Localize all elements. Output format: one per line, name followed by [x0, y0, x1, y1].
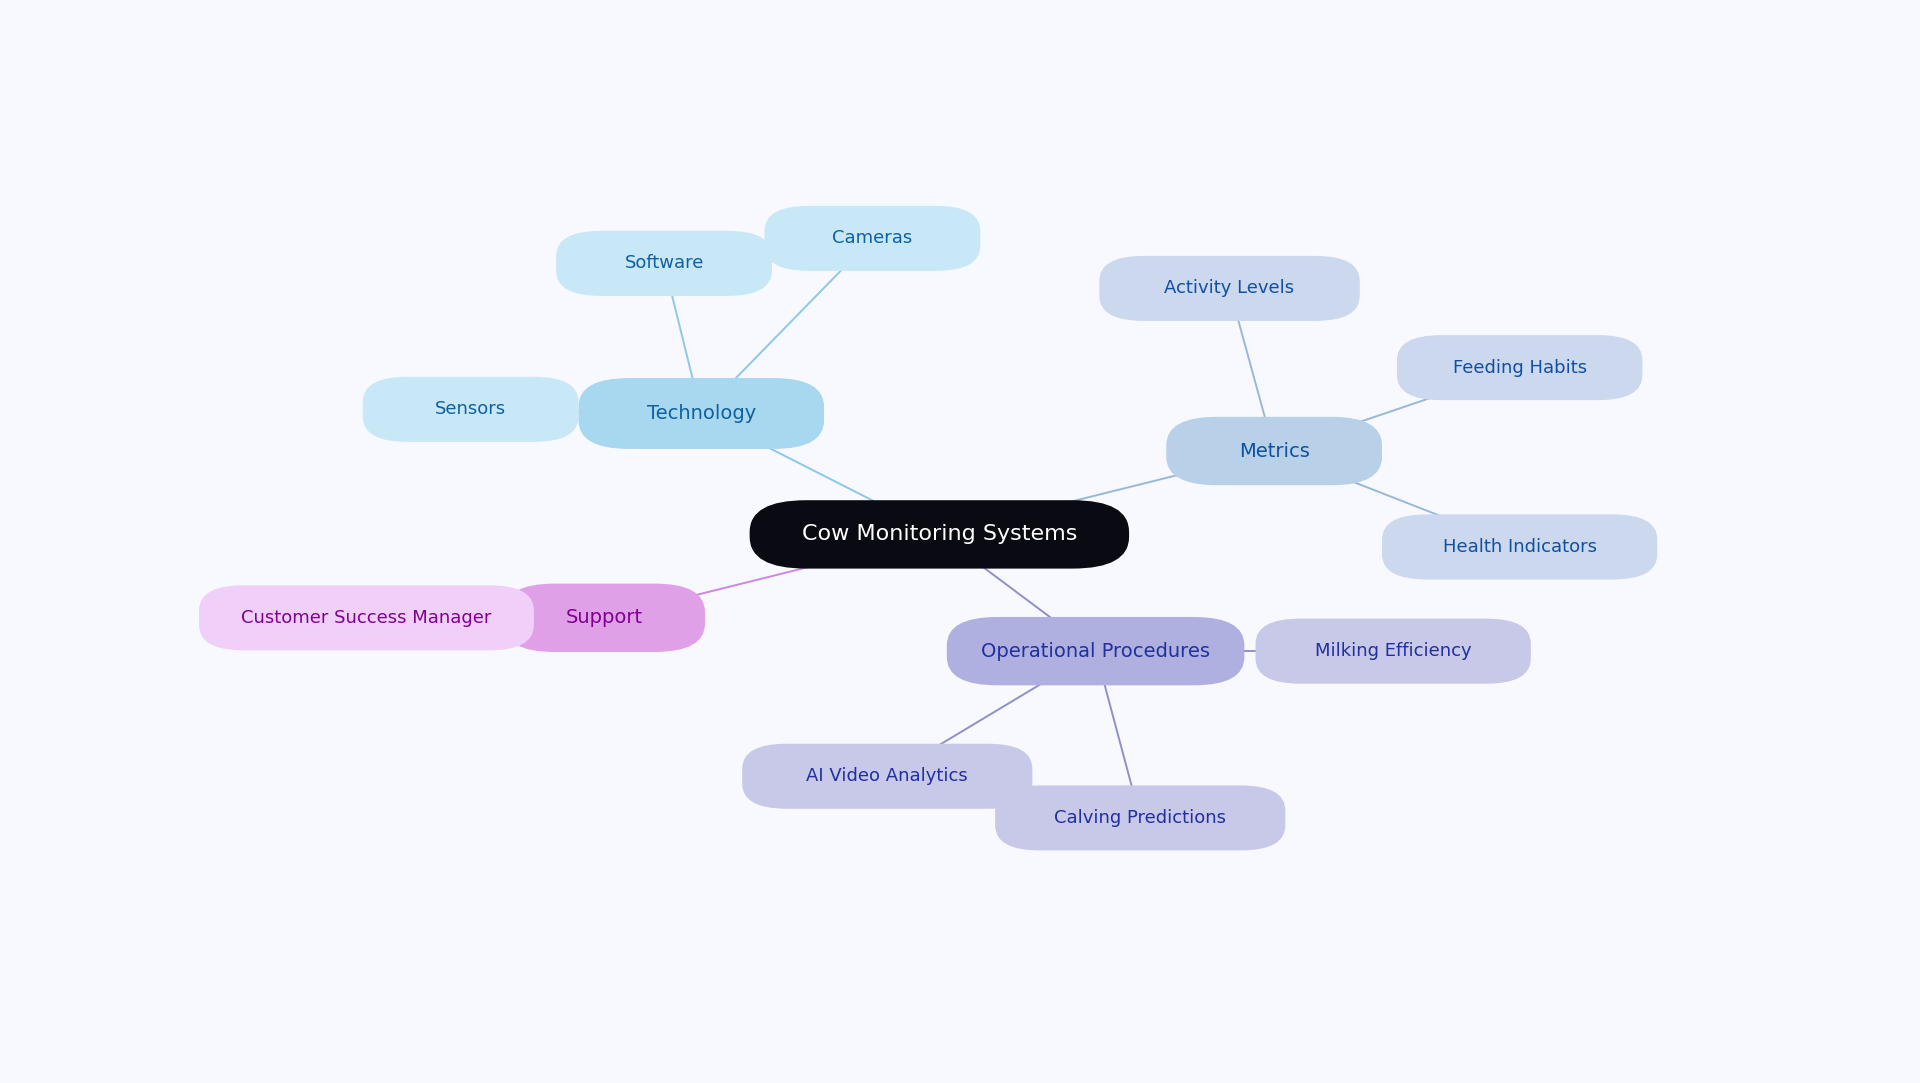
FancyBboxPatch shape [1398, 335, 1642, 400]
FancyBboxPatch shape [200, 585, 534, 650]
FancyBboxPatch shape [1382, 514, 1657, 579]
FancyBboxPatch shape [749, 500, 1129, 569]
Text: Technology: Technology [647, 404, 756, 423]
FancyBboxPatch shape [1100, 256, 1359, 321]
Text: AI Video Analytics: AI Video Analytics [806, 767, 968, 785]
Text: Support: Support [566, 609, 643, 627]
Text: Customer Success Manager: Customer Success Manager [242, 609, 492, 627]
FancyBboxPatch shape [1165, 417, 1382, 485]
FancyBboxPatch shape [947, 617, 1244, 686]
Text: Cow Monitoring Systems: Cow Monitoring Systems [803, 524, 1077, 545]
FancyBboxPatch shape [578, 378, 824, 449]
Text: Milking Efficiency: Milking Efficiency [1315, 642, 1471, 661]
FancyBboxPatch shape [764, 206, 981, 271]
Text: Metrics: Metrics [1238, 442, 1309, 460]
Text: Calving Predictions: Calving Predictions [1054, 809, 1227, 827]
Text: Sensors: Sensors [436, 401, 507, 418]
FancyBboxPatch shape [557, 231, 772, 296]
FancyBboxPatch shape [995, 785, 1284, 850]
Text: Activity Levels: Activity Levels [1164, 279, 1294, 298]
FancyBboxPatch shape [505, 584, 705, 652]
Text: Cameras: Cameras [831, 230, 912, 247]
Text: Health Indicators: Health Indicators [1442, 538, 1597, 556]
FancyBboxPatch shape [743, 744, 1033, 809]
FancyBboxPatch shape [363, 377, 578, 442]
Text: Software: Software [624, 255, 705, 273]
FancyBboxPatch shape [1256, 618, 1530, 683]
Text: Operational Procedures: Operational Procedures [981, 641, 1210, 661]
Text: Feeding Habits: Feeding Habits [1453, 358, 1586, 377]
